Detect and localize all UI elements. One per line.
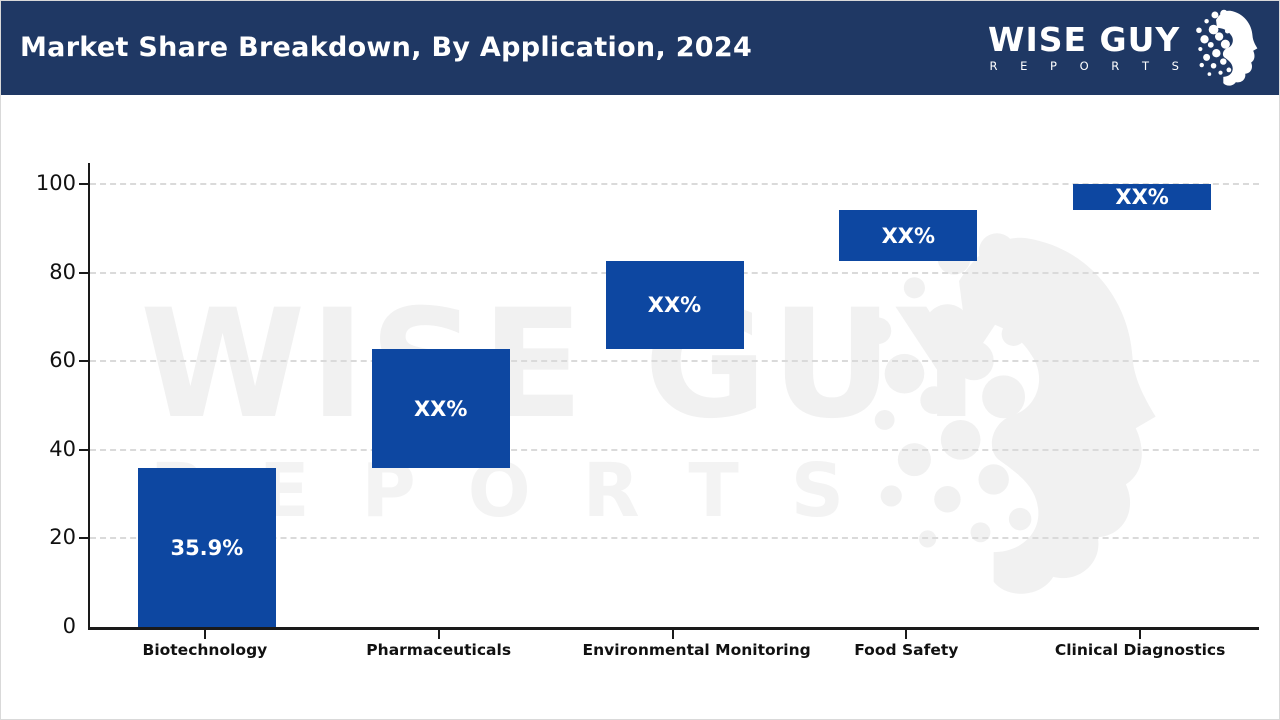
x-category-label: Clinical Diagnostics <box>1054 641 1226 659</box>
bar: XX% <box>605 260 744 350</box>
x-category-label: Biotechnology <box>142 641 268 659</box>
y-tick-label: 20 <box>49 525 76 550</box>
x-tick-mark <box>1139 630 1142 639</box>
bar: XX% <box>1073 184 1212 211</box>
x-category-label: Environmental Monitoring <box>582 641 811 659</box>
x-tick-mark <box>203 630 206 639</box>
y-tick-mark <box>79 448 88 451</box>
face-profile-icon <box>1192 8 1262 88</box>
bar-value-label: 35.9% <box>170 535 244 560</box>
gridline <box>90 183 1259 186</box>
bar-value-label: XX% <box>413 396 468 421</box>
brand-name: WISE GUY <box>988 19 1181 59</box>
gridline <box>90 537 1259 540</box>
y-tick-mark <box>79 360 88 363</box>
bar: XX% <box>371 349 510 469</box>
gridline <box>90 448 1259 451</box>
x-tick-mark <box>905 630 908 639</box>
y-tick-label: 40 <box>49 436 76 461</box>
brand-subname: R E P O R T S <box>989 58 1189 73</box>
x-tick-mark <box>671 630 674 639</box>
y-tick-label: 60 <box>49 348 76 373</box>
bar-value-label: XX% <box>1115 185 1169 210</box>
watermark-text: WISE GUY <box>140 278 1010 452</box>
y-tick-label: 100 <box>35 171 76 196</box>
brand-logo: WISE GUY R E P O R T S <box>980 8 1262 88</box>
y-tick-mark <box>79 537 88 540</box>
header-bar: Market Share Breakdown, By Application, … <box>0 0 1280 95</box>
x-category-label: Food Safety <box>854 641 959 659</box>
gridline <box>90 360 1259 363</box>
x-category-label: Pharmaceuticals <box>366 641 512 659</box>
bar-value-label: XX% <box>881 223 936 248</box>
brand-logo-text: WISE GUY R E P O R T S <box>980 23 1189 73</box>
x-tick-mark <box>437 630 440 639</box>
y-tick-label: 0 <box>62 614 76 638</box>
bar: XX% <box>839 210 978 261</box>
chart-plot-area: 35.9% XX% XX% XX% XX% <box>88 163 1259 630</box>
y-tick-mark <box>79 271 88 274</box>
bar: 35.9% <box>137 468 276 627</box>
bar-value-label: XX% <box>647 293 702 318</box>
page-title: Market Share Breakdown, By Application, … <box>20 32 753 63</box>
y-tick-label: 80 <box>49 259 76 284</box>
y-tick-mark <box>79 183 88 186</box>
